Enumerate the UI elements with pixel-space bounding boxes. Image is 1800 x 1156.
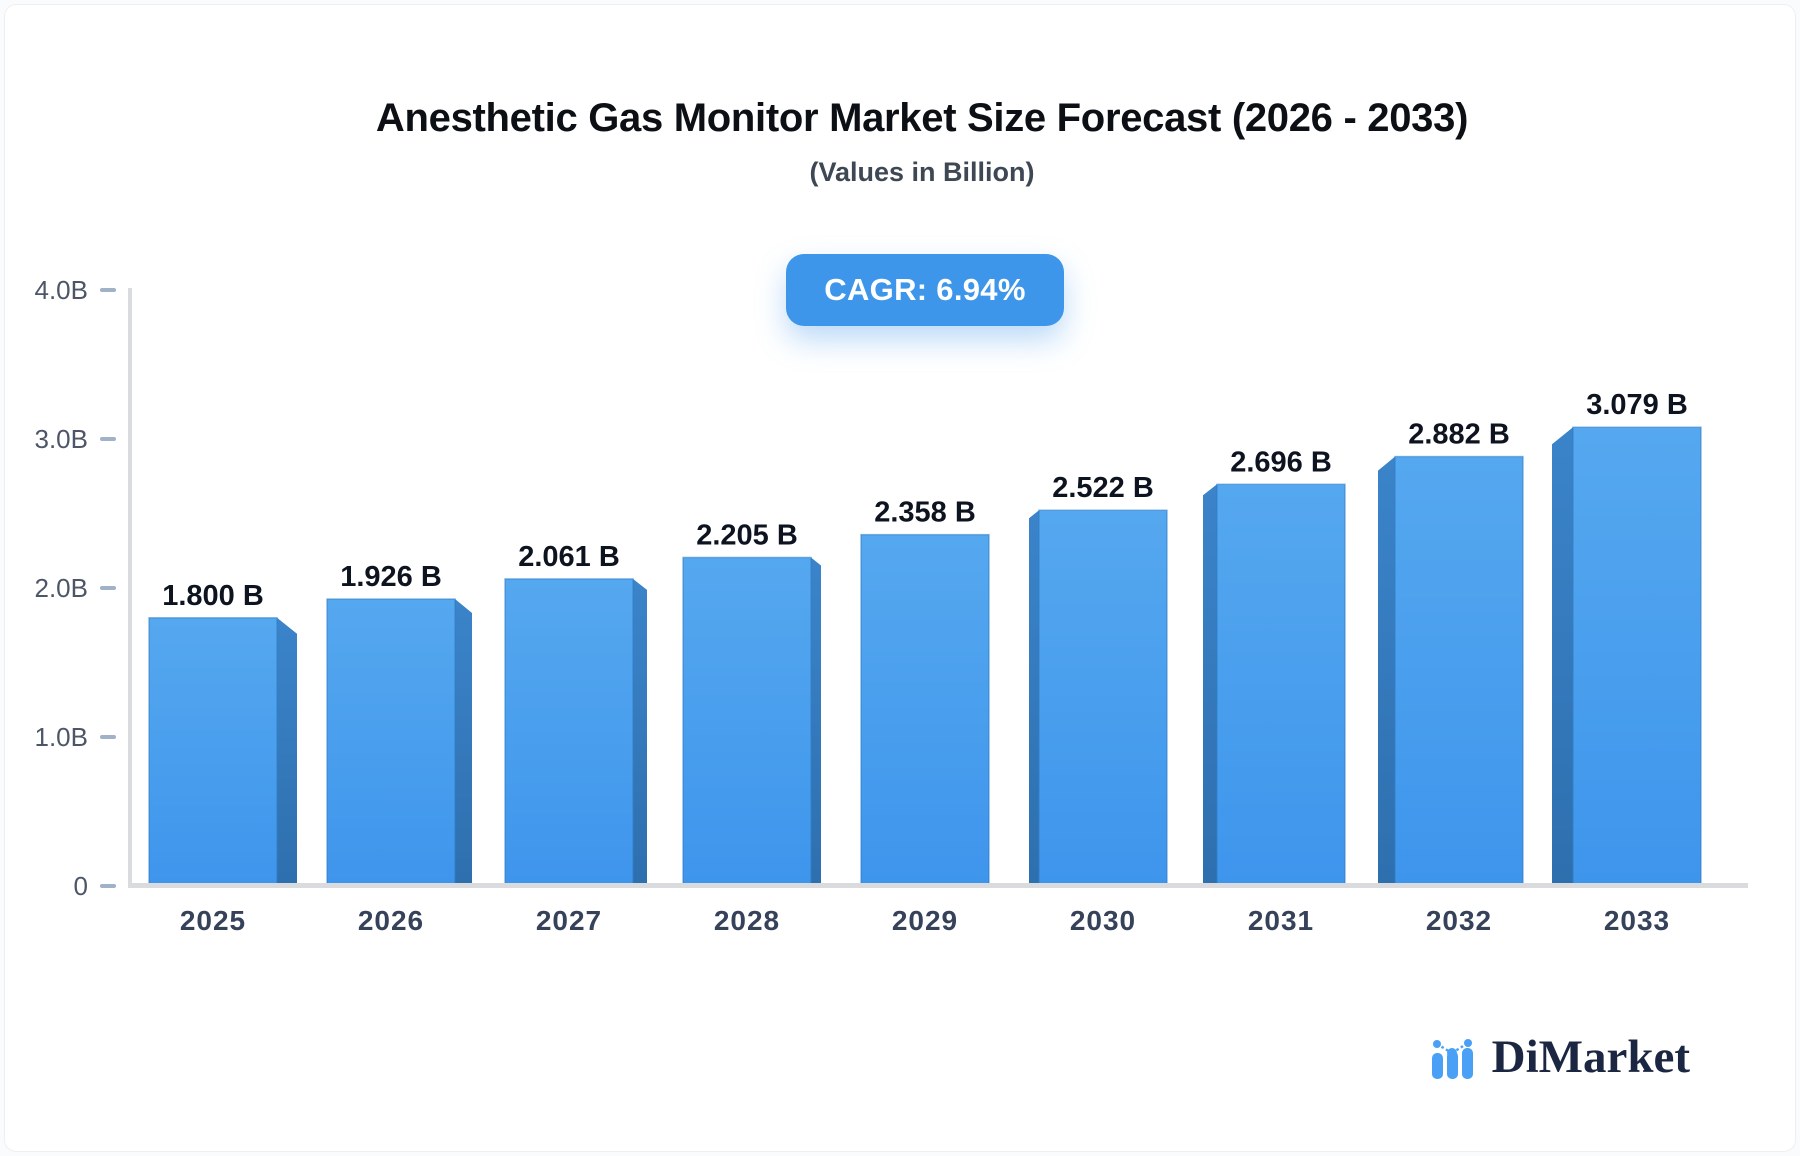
chart-subtitle: (Values in Billion) bbox=[809, 157, 1035, 187]
bar-2031 bbox=[1216, 483, 1346, 887]
y-axis-label: 1.0B bbox=[35, 722, 89, 752]
x-axis-label-2030: 2030 bbox=[1070, 905, 1136, 936]
y-axis-label: 0 bbox=[74, 871, 88, 901]
y-axis-label: 4.0B bbox=[35, 275, 89, 305]
bar-value-label-2032: 2.882 B bbox=[1408, 419, 1510, 451]
cagr-badge: CAGR: 6.94% bbox=[786, 254, 1064, 326]
y-axis-tick bbox=[100, 884, 116, 888]
bar-2030 bbox=[1038, 509, 1168, 887]
y-axis-tick bbox=[100, 288, 116, 292]
bar-side-2033 bbox=[1552, 427, 1573, 886]
y-axis-line bbox=[128, 288, 132, 886]
x-axis-label-2032: 2032 bbox=[1426, 905, 1492, 936]
dimarket-logo: DiMarket bbox=[1430, 1034, 1690, 1081]
logo-wordmark: DiMarket bbox=[1491, 1031, 1690, 1083]
x-axis-label-2025: 2025 bbox=[180, 905, 246, 936]
x-axis-label-2031: 2031 bbox=[1248, 905, 1314, 936]
bar-2025 bbox=[148, 617, 278, 887]
bar-2029 bbox=[860, 533, 990, 887]
bar-side-2030 bbox=[1029, 510, 1039, 886]
x-axis-label-2029: 2029 bbox=[892, 905, 958, 936]
chart-header: Anesthetic Gas Monitor Market Size Forec… bbox=[0, 96, 1800, 188]
bar-value-label-2028: 2.205 B bbox=[696, 519, 798, 551]
y-axis-label: 3.0B bbox=[35, 424, 89, 454]
bar-side-2031 bbox=[1203, 484, 1217, 886]
bar-value-label-2030: 2.522 B bbox=[1052, 472, 1154, 504]
bar-2032 bbox=[1394, 455, 1524, 887]
bar-2028 bbox=[682, 556, 812, 887]
x-axis-label-2027: 2027 bbox=[536, 905, 602, 936]
x-axis-line bbox=[128, 883, 1748, 888]
bar-2026 bbox=[326, 598, 456, 887]
chart-title: Anesthetic Gas Monitor Market Size Forec… bbox=[375, 96, 1469, 140]
y-axis-tick bbox=[100, 735, 116, 739]
bar-side-2027 bbox=[633, 578, 647, 886]
cagr-badge-label: CAGR: 6.94% bbox=[824, 272, 1026, 307]
y-axis-label: 2.0B bbox=[35, 573, 89, 603]
bar-value-label-2033: 3.079 B bbox=[1586, 389, 1688, 421]
bar-2027 bbox=[504, 578, 634, 887]
bar-side-2026 bbox=[455, 599, 472, 886]
y-axis-tick bbox=[100, 586, 116, 590]
x-axis-label-2033: 2033 bbox=[1604, 905, 1670, 936]
bar-2033 bbox=[1572, 426, 1702, 887]
x-axis-label-2028: 2028 bbox=[714, 905, 780, 936]
bar-side-2032 bbox=[1378, 456, 1395, 886]
bar-side-2028 bbox=[811, 557, 821, 886]
bar-side-2025 bbox=[277, 617, 297, 886]
bar-value-label-2026: 1.926 B bbox=[340, 561, 442, 593]
y-axis-tick bbox=[100, 437, 116, 441]
bar-value-label-2031: 2.696 B bbox=[1230, 446, 1332, 478]
x-axis-label-2026: 2026 bbox=[358, 905, 424, 936]
bar-value-label-2027: 2.061 B bbox=[518, 541, 620, 573]
bar-chart-trend-icon bbox=[1431, 1038, 1473, 1079]
bar-value-label-2029: 2.358 B bbox=[874, 497, 976, 529]
bar-value-label-2025: 1.800 B bbox=[162, 580, 264, 612]
